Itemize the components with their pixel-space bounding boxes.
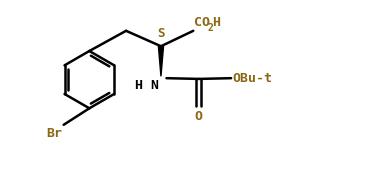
- Polygon shape: [158, 46, 164, 76]
- Text: 2: 2: [207, 23, 213, 33]
- Text: Br: Br: [46, 127, 62, 140]
- Text: H: H: [212, 16, 221, 29]
- Text: CO: CO: [194, 16, 210, 29]
- Text: H N: H N: [135, 79, 159, 92]
- Text: O: O: [195, 110, 203, 123]
- Text: S: S: [157, 27, 165, 40]
- Text: OBu-t: OBu-t: [232, 72, 272, 85]
